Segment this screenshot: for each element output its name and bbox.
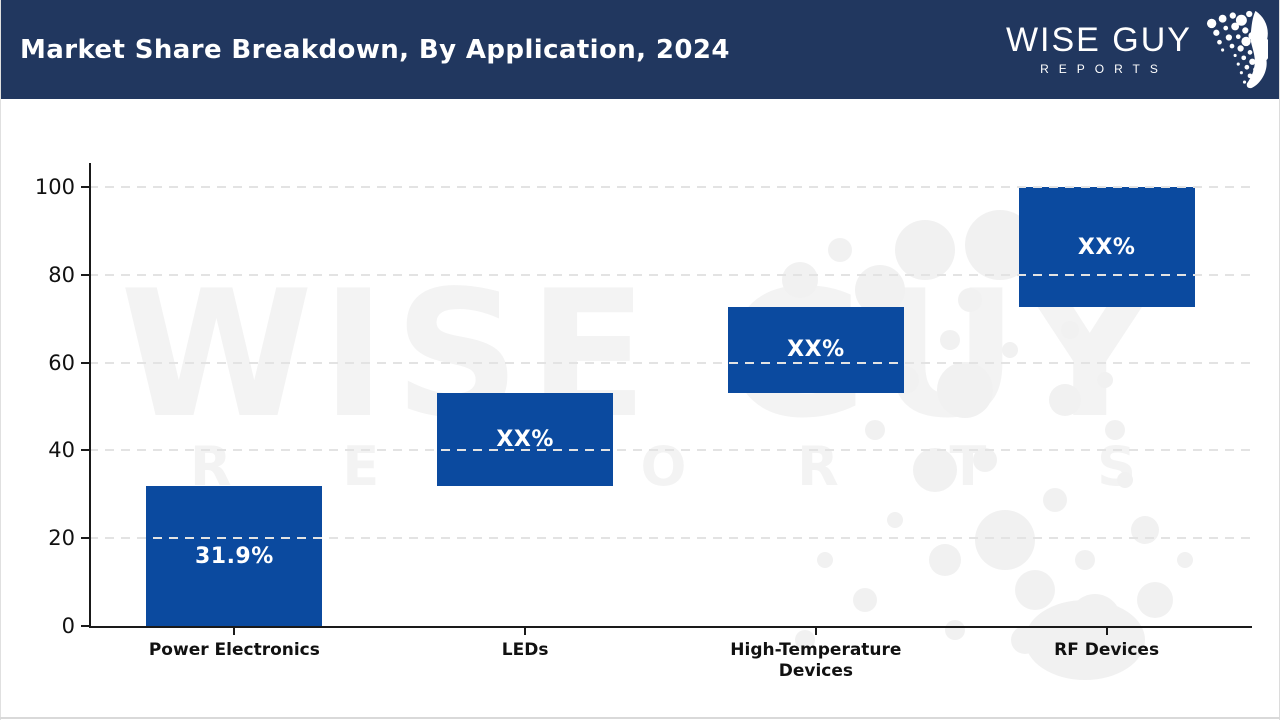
bar-power-electronics: 31.9% xyxy=(146,486,323,626)
x-tick-label-rf-devices: RF Devices xyxy=(1054,640,1160,660)
bar-value-label: XX% xyxy=(496,426,554,452)
chart-area: 31.9% XX% XX% XX% 0 20 40 60 80 100 Power Electro… xyxy=(0,99,1280,715)
x-axis-spine xyxy=(89,626,1252,628)
y-tick-mark-0 xyxy=(81,625,89,627)
bar-value-label: XX% xyxy=(787,337,845,363)
x-tick-label-leds: LEDs xyxy=(501,640,549,660)
bar-value-label: XX% xyxy=(1077,234,1136,260)
bar-rf-devices: XX% xyxy=(1018,187,1195,308)
y-tick-mark-60 xyxy=(81,361,89,364)
y-tick-label-100: 100 xyxy=(34,175,75,200)
logo-sub: REPORTS xyxy=(1040,62,1168,76)
wiseguy-head-icon xyxy=(1206,10,1268,88)
logo-text: WISE GUY REPORTS xyxy=(1006,23,1192,76)
x-tick-mark-rf-devices xyxy=(1105,628,1108,635)
gridline-40 xyxy=(89,449,1252,452)
y-tick-mark-20 xyxy=(81,537,89,540)
watermark-dots-icon xyxy=(782,210,1193,680)
x-tick-mark-high-temperature-devices xyxy=(814,628,817,635)
bar-leds: XX% xyxy=(437,392,614,487)
x-tick-label-high-temperature-devices: High-Temperature Devices xyxy=(730,640,902,682)
bar-high-temperature-devices: XX% xyxy=(727,307,904,393)
y-tick-mark-80 xyxy=(81,273,89,276)
x-tick-mark-power-electronics xyxy=(233,628,236,635)
wiseguy-logo: WISE GUY REPORTS xyxy=(1006,0,1268,99)
gridline-100 xyxy=(89,186,1252,189)
y-tick-label-0: 0 xyxy=(61,614,75,638)
header: Market Share Breakdown, By Application, … xyxy=(0,0,1280,99)
gridline-80 xyxy=(89,273,1252,276)
y-tick-mark-40 xyxy=(81,449,89,452)
plot-area: 31.9% XX% XX% XX% xyxy=(89,163,1252,626)
y-axis-spine xyxy=(89,163,91,628)
x-tick-label-power-electronics: Power Electronics xyxy=(148,640,320,660)
gridline-60 xyxy=(89,361,1252,364)
page-title: Market Share Breakdown, By Application, … xyxy=(20,34,730,65)
bar-value-label: 31.9% xyxy=(194,543,274,569)
logo-wordmark: WISE GUY xyxy=(1005,21,1192,59)
y-tick-label-40: 40 xyxy=(48,438,75,463)
y-tick-label-20: 20 xyxy=(48,526,75,551)
footer-rule xyxy=(0,717,1280,719)
x-tick-mark-leds xyxy=(524,628,527,635)
gridline-20 xyxy=(89,537,1252,540)
y-tick-label-80: 80 xyxy=(48,262,75,287)
y-tick-label-60: 60 xyxy=(48,350,75,375)
y-tick-mark-100 xyxy=(81,186,89,189)
